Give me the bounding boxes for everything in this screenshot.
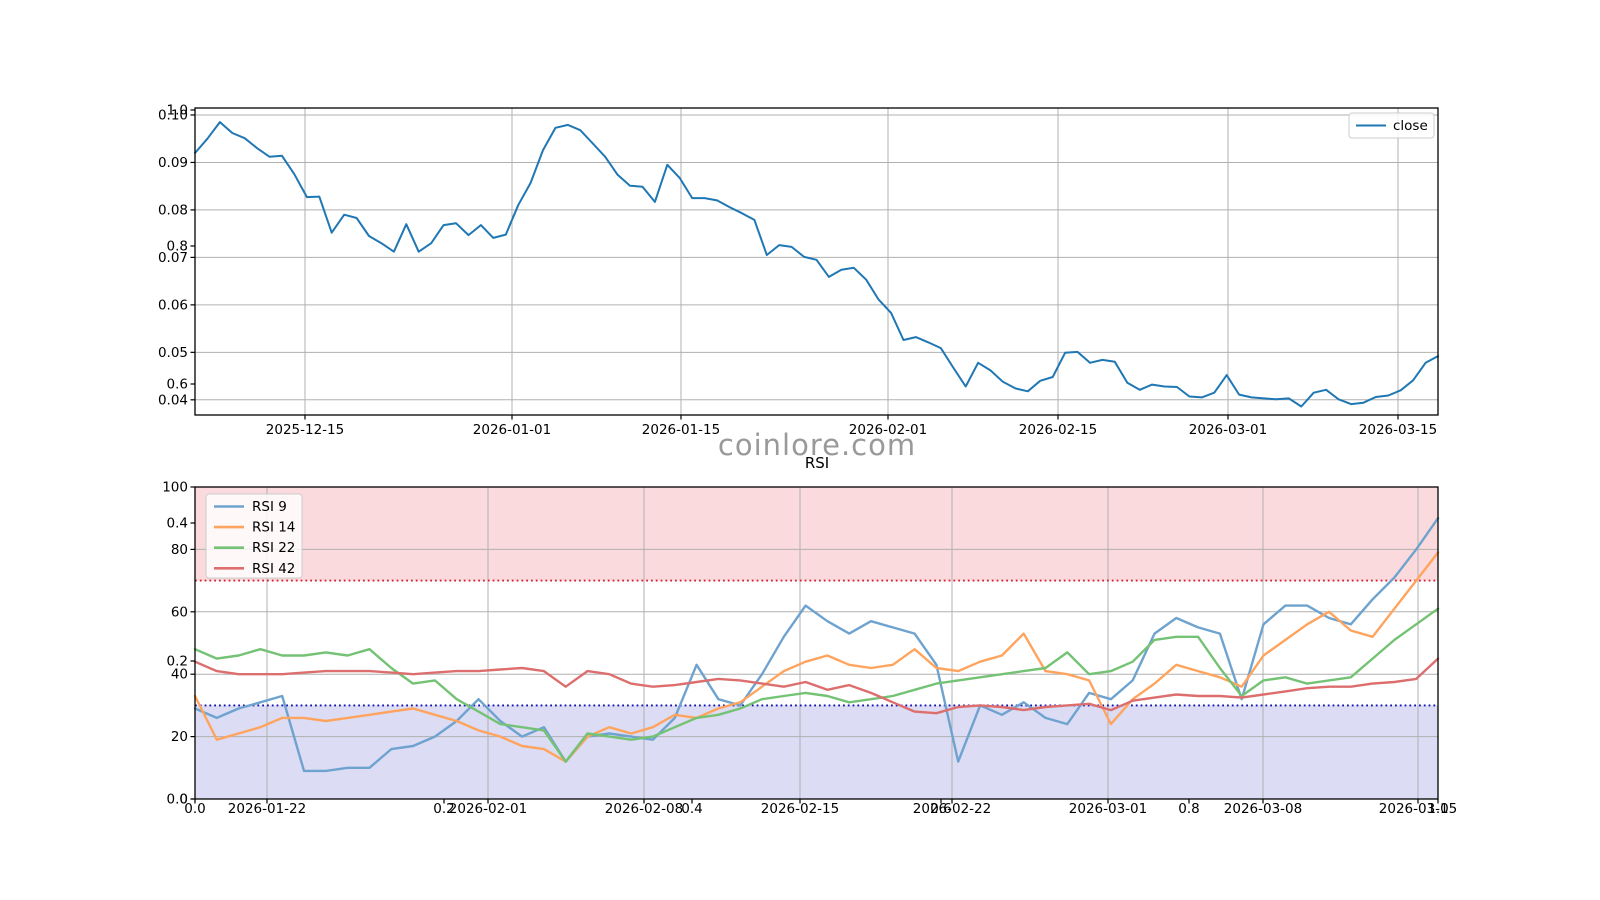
price-legend: close	[1348, 112, 1435, 139]
y-tick-label: 80	[171, 542, 188, 558]
y-tick-label: 0.08	[158, 202, 188, 218]
close-line	[194, 121, 1439, 408]
y-tick-label: 20	[171, 729, 188, 745]
y-tick-label: 60	[171, 604, 188, 620]
overlay-y-tick-label: 0.2	[167, 654, 188, 670]
x-tick-label: 2026-03-01	[1069, 801, 1147, 817]
overlay-x-tick-label: 0.6	[930, 801, 951, 817]
legend-box	[1348, 112, 1435, 139]
overlay-y-tick-label: 0.6	[167, 377, 188, 393]
x-tick-label: 2026-03-15	[1359, 422, 1437, 438]
overlay-y-tick-label: 0.0	[167, 792, 188, 808]
rsi-42-line	[193, 657, 1440, 715]
y-tick-label: 0.05	[158, 345, 188, 361]
rsi-panel: 2026-01-22 2026-02-01 2026-02-08 2026-02-15…	[162, 480, 1457, 818]
x-tick-label: 2026-02-15	[1019, 422, 1097, 438]
x-tick-label: 2026-01-01	[473, 422, 551, 438]
legend-label-rsi-14: RSI 14	[252, 520, 295, 536]
price-panel: 2025-12-15 2026-01-01 2026-01-15 2026-02-01…	[158, 107, 1439, 438]
price-axes-frame	[194, 107, 1439, 416]
overlay-x-tick-label: 0.2	[433, 801, 454, 817]
x-tick-label: 2026-02-01	[849, 422, 927, 438]
oversold-band	[195, 705, 1438, 799]
overbought-band	[195, 487, 1438, 581]
y-tick-label: 0.09	[158, 155, 188, 171]
y-tick-label: 100	[162, 480, 188, 496]
y-tick-label: 40	[171, 667, 188, 683]
y-tick-label: 0.07	[158, 250, 188, 266]
overlay-axis-labels: 0.0 0.2 0.4 0.6 0.8 1.0 0.0 0.2 0.4 0.6 0.8 1.0	[167, 103, 1449, 818]
legend-label-close: close	[1393, 118, 1428, 134]
overlay-x-tick-label: 1.0	[1427, 801, 1448, 817]
x-tick-label: 2026-03-08	[1224, 801, 1302, 817]
rsi-axes-frame	[194, 486, 1439, 800]
x-tick-label: 2026-02-22	[913, 801, 991, 817]
y-tick-label: 0.06	[158, 297, 188, 313]
x-tick-label: 2026-01-15	[642, 422, 720, 438]
legend-label-rsi-42: RSI 42	[252, 561, 295, 577]
x-tick-label: 2026-03-01	[1189, 422, 1267, 438]
x-tick-label: 2026-01-22	[228, 801, 306, 817]
x-tick-label: 2026-03-15	[1379, 801, 1457, 817]
rsi-x-tick-labels: 2026-01-22 2026-02-01 2026-02-08 2026-02-15…	[228, 799, 1457, 817]
overlay-y-tick-label: 0.4	[167, 516, 188, 532]
rsi-panel-title: RSI	[804, 454, 830, 472]
price-x-tick-labels: 2025-12-15 2026-01-01 2026-01-15 2026-02-01…	[266, 415, 1437, 438]
overlay-y-tick-label: 1.0	[167, 103, 188, 119]
watermark: coinlore.com	[717, 428, 917, 462]
x-tick-label: 2026-02-01	[449, 801, 527, 817]
legend-box	[205, 493, 303, 579]
rsi-22-line	[193, 607, 1440, 763]
legend-label-rsi-9: RSI 9	[252, 499, 287, 515]
price-y-tick-labels: 0.04 0.05 0.06 0.07 0.08 0.09 0.10	[158, 107, 195, 408]
legend-label-rsi-22: RSI 22	[252, 540, 295, 556]
overlay-x-tick-label: 0.4	[681, 801, 702, 817]
y-tick-label: 0.10	[158, 107, 188, 123]
y-tick-label: 0.04	[158, 392, 188, 408]
overlay-x-tick-label: 0.8	[1178, 801, 1199, 817]
y-tick-label: 0	[179, 792, 188, 808]
x-tick-label: 2026-02-08	[605, 801, 683, 817]
rsi-y-tick-labels: 0 20 40 60 80 100	[162, 480, 195, 808]
x-tick-label: 2026-02-15	[761, 801, 839, 817]
overlay-y-tick-label: 0.8	[167, 239, 188, 255]
rsi-9-line	[193, 517, 1440, 773]
x-tick-label: 2025-12-15	[266, 422, 344, 438]
overlay-x-tick-label: 0.0	[184, 801, 205, 817]
rsi-legend: RSI 9 RSI 14 RSI 22 RSI 42	[205, 493, 303, 579]
